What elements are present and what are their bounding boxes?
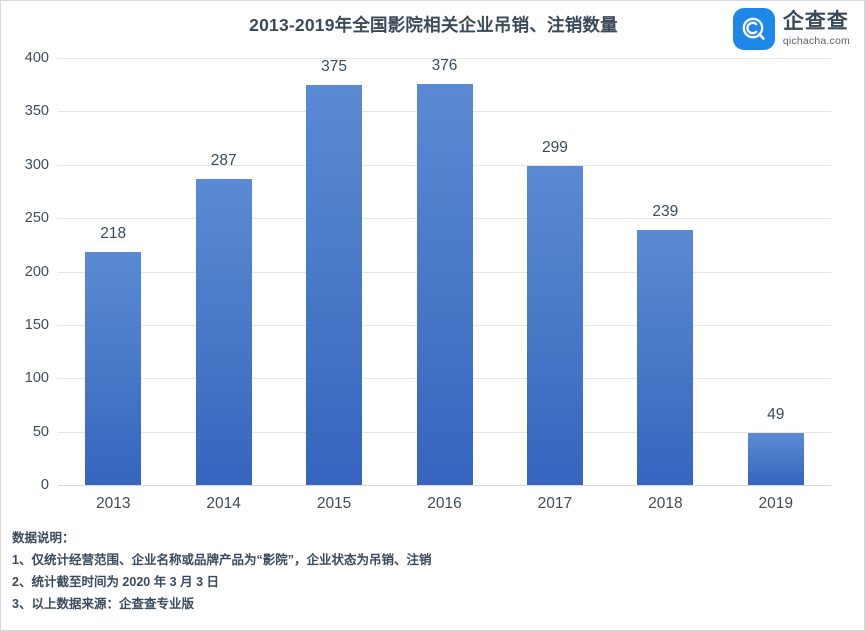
note-line: 2、统计截至时间为 2020 年 3 月 3 日 [12, 575, 220, 589]
note-line: 3、以上数据来源：企查查专业版 [12, 597, 194, 611]
bar[interactable] [85, 252, 142, 485]
x-axis-line [58, 485, 831, 486]
notes-heading: 数据说明： [12, 531, 75, 545]
chart-header: 2013-2019年全国影院相关企业吊销、注销数量 企查查 qichacha.c… [1, 1, 864, 53]
y-axis-tick-label: 400 [24, 50, 49, 66]
bar[interactable] [195, 178, 252, 485]
y-axis-tick-label: 150 [24, 316, 49, 333]
brand-name: 企查查 [782, 10, 849, 34]
bar-value-label: 376 [431, 56, 458, 74]
bar-value-label: 218 [100, 225, 127, 243]
bar[interactable] [526, 165, 583, 485]
page-title: 2013-2019年全国影院相关企业吊销、注销数量 [249, 15, 618, 35]
bar[interactable] [416, 83, 473, 485]
y-axis-tick-label: 250 [24, 210, 49, 227]
brand-watermark: 企查查 qichacha.com [732, 8, 850, 50]
bar[interactable] [747, 432, 804, 485]
x-axis-tick-label: 2017 [537, 495, 573, 512]
note-line: 1、仅统计经营范围、企业名称或品牌产品为“影院”，企业状态为吊销、注销 [12, 553, 432, 567]
bar[interactable] [306, 84, 363, 485]
brand-url: qichacha.com [782, 35, 850, 48]
bar[interactable] [637, 229, 694, 485]
brand-text: 企查查 qichacha.com [783, 11, 850, 47]
y-axis-tick-label: 200 [24, 263, 49, 280]
x-axis-tick-label: 2013 [95, 495, 131, 512]
x-axis-tick-label: 2015 [316, 495, 352, 512]
qichacha-logo-icon [732, 8, 775, 50]
x-axis-tick-label: 2018 [648, 495, 683, 512]
y-axis-tick-label: 50 [32, 423, 49, 440]
bar-value-label: 375 [321, 57, 347, 75]
bar-value-label: 49 [767, 405, 785, 423]
x-axis-tick-label: 2014 [206, 495, 241, 512]
x-axis-tick-label: 2016 [427, 495, 462, 512]
bar-chart-plot: 0 50 100 150 200 250 300 350 400 218 2013 287 2014 37… [25, 50, 831, 512]
gridline [58, 58, 831, 59]
y-axis-tick-label: 350 [24, 103, 49, 120]
y-axis-tick-label: 100 [24, 370, 49, 387]
data-notes: 数据说明： 1、仅统计经营范围、企业名称或品牌产品为“影院”，企业状态为吊销、注… [12, 527, 852, 615]
bar-value-label: 299 [541, 138, 568, 156]
y-axis-tick-label: 300 [24, 156, 49, 173]
y-axis-tick-label: 0 [40, 477, 49, 493]
bar-value-label: 239 [652, 202, 679, 220]
x-axis-tick-label: 2019 [758, 495, 794, 512]
bar-value-label: 287 [210, 151, 237, 169]
